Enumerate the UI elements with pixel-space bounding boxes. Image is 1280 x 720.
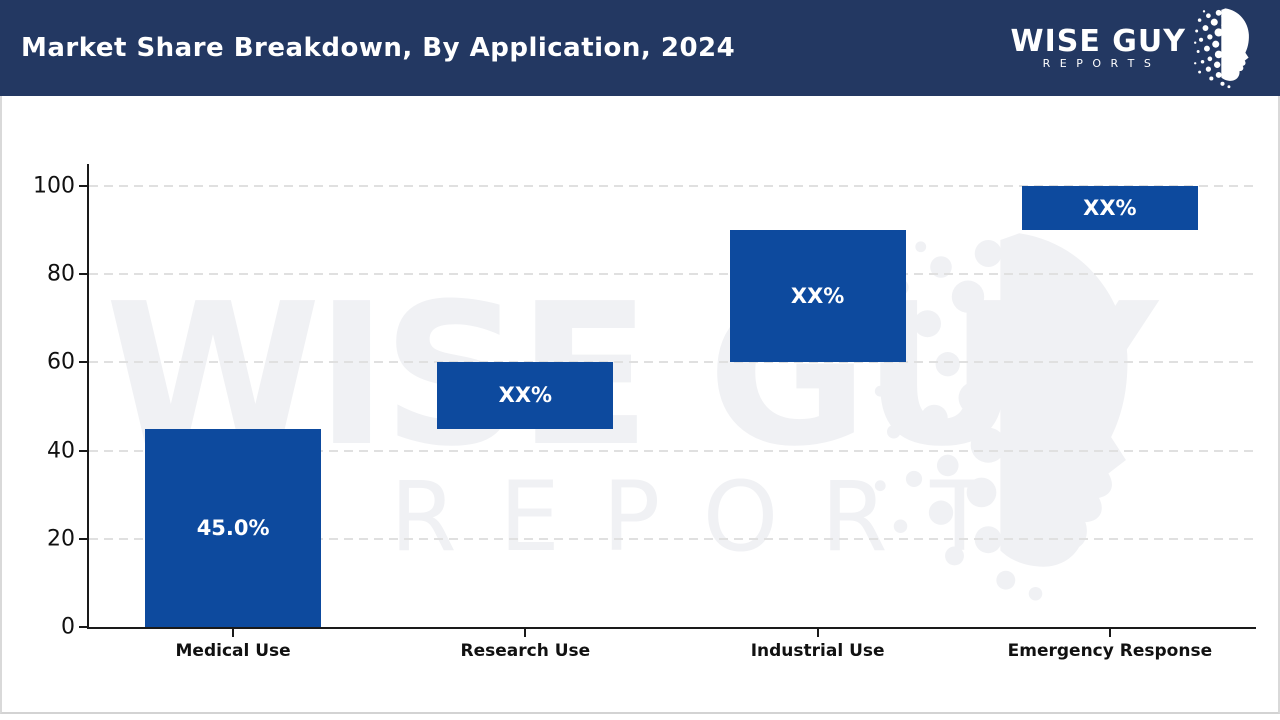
y-tick-label-100: 100	[33, 173, 75, 199]
y-tick-label-80: 80	[47, 261, 75, 287]
bar-emergency-response: XX%	[1021, 186, 1198, 231]
y-tick-mark-60	[79, 361, 87, 364]
gridline-40	[89, 449, 1256, 452]
y-tick-mark-20	[79, 537, 87, 540]
bar-research-use: XX%	[437, 362, 614, 429]
x-axis-line	[87, 627, 1256, 629]
logo-subtext: R E P O R T S	[1042, 57, 1154, 71]
x-tick-label-3: Emergency Response	[1007, 641, 1213, 661]
x-tick-mark-3	[1108, 629, 1111, 637]
gridline-100	[89, 185, 1256, 188]
bar-value-label: XX%	[1083, 196, 1137, 221]
y-tick-mark-0	[79, 626, 87, 628]
gridline-20	[89, 537, 1256, 540]
x-tick-mark-0	[232, 629, 235, 637]
y-axis-line	[87, 164, 89, 629]
y-tick-mark-40	[79, 449, 87, 452]
y-tick-mark-80	[79, 273, 87, 276]
x-tick-mark-1	[524, 629, 527, 637]
page-title: Market Share Breakdown, By Application, …	[21, 33, 736, 63]
gridline-80	[89, 273, 1256, 276]
y-tick-label-60: 60	[47, 349, 75, 375]
wiseguy-head-icon	[1194, 8, 1249, 89]
bar-industrial-use: XX%	[729, 230, 906, 363]
gridline-60	[89, 361, 1256, 364]
bar-value-label: XX%	[498, 383, 553, 408]
x-tick-mark-2	[816, 629, 819, 637]
bar-value-label: XX%	[790, 284, 845, 309]
chart-card-frame	[0, 96, 1280, 714]
watermark-subtext: R E P O R T S	[390, 461, 1098, 573]
y-tick-label-20: 20	[47, 526, 75, 552]
logo-text: WISE GUY R E P O R T S	[1010, 26, 1186, 70]
bar-medical-use: 45.0%	[145, 428, 322, 627]
bar-value-label: 45.0%	[196, 515, 270, 540]
y-tick-label-0: 0	[61, 614, 75, 640]
y-tick-label-40: 40	[47, 438, 75, 464]
logo-wordmark: WISE GUY	[1010, 23, 1186, 59]
header: Market Share Breakdown, By Application, …	[0, 0, 1280, 96]
x-tick-label-1: Research Use	[460, 641, 591, 661]
x-tick-label-2: Industrial Use	[750, 641, 885, 661]
y-tick-mark-100	[79, 185, 87, 188]
brand-logo: WISE GUY R E P O R T S	[1010, 4, 1262, 92]
x-tick-label-0: Medical Use	[175, 641, 291, 661]
